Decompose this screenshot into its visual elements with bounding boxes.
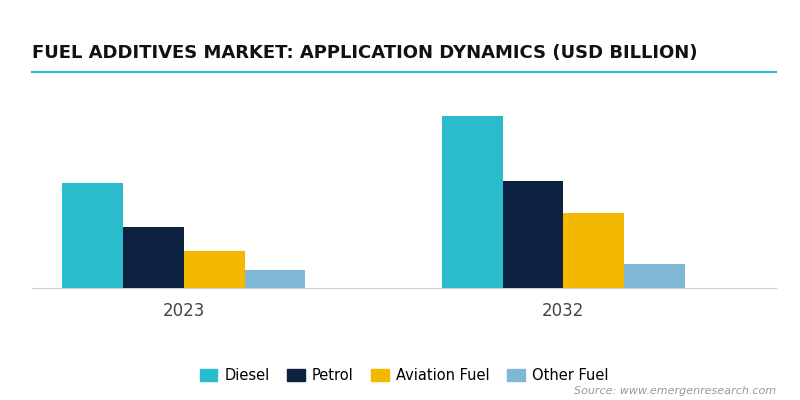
Text: Source: www.emergenresearch.com: Source: www.emergenresearch.com (574, 386, 776, 396)
Bar (245, 270, 306, 288)
Bar (502, 181, 563, 288)
Bar (62, 183, 123, 288)
Legend: Diesel, Petrol, Aviation Fuel, Other Fuel: Diesel, Petrol, Aviation Fuel, Other Fue… (194, 362, 614, 389)
Bar (442, 116, 502, 288)
Bar (563, 213, 624, 288)
Text: FUEL ADDITIVES MARKET: APPLICATION DYNAMICS (USD BILLION): FUEL ADDITIVES MARKET: APPLICATION DYNAM… (32, 44, 698, 62)
Bar (123, 227, 184, 288)
Bar (624, 264, 685, 288)
Bar (184, 250, 245, 288)
